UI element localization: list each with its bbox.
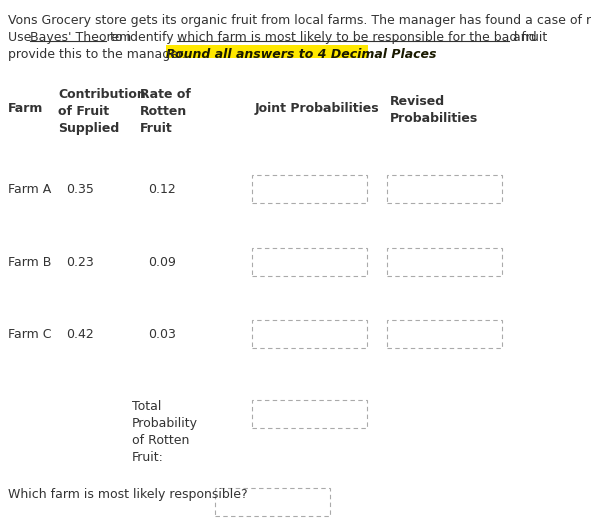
Text: 0.03: 0.03: [148, 328, 176, 341]
Bar: [252, 320, 367, 348]
Text: Revised
Probabilities: Revised Probabilities: [390, 95, 478, 125]
Text: and: and: [509, 31, 537, 44]
Text: Bayes' Theorem: Bayes' Theorem: [30, 31, 131, 44]
Text: Which farm is most likely responsible?: Which farm is most likely responsible?: [8, 488, 248, 501]
Bar: [387, 320, 502, 348]
Bar: [252, 175, 367, 203]
Bar: [387, 248, 502, 276]
Text: which farm is most likely to be responsible for the bad fruit: which farm is most likely to be responsi…: [177, 31, 547, 44]
Text: 0.12: 0.12: [148, 183, 176, 196]
Text: Contribution
of Fruit
Supplied: Contribution of Fruit Supplied: [58, 88, 146, 135]
Bar: [387, 175, 502, 203]
Text: Round all answers to 4 Decimal Places: Round all answers to 4 Decimal Places: [166, 48, 437, 61]
Text: Use: Use: [8, 31, 35, 44]
Bar: [252, 248, 367, 276]
Text: to identify: to identify: [106, 31, 178, 44]
Text: Vons Grocery store gets its organic fruit from local farms. The manager has foun: Vons Grocery store gets its organic frui…: [8, 14, 591, 27]
Text: Farm: Farm: [8, 102, 43, 115]
Text: Farm B: Farm B: [8, 256, 51, 269]
Text: Total
Probability
of Rotten
Fruit:: Total Probability of Rotten Fruit:: [132, 400, 198, 464]
Text: 0.23: 0.23: [66, 256, 94, 269]
Text: 0.35: 0.35: [66, 183, 94, 196]
Bar: [166, 45, 368, 58]
Text: 0.09: 0.09: [148, 256, 176, 269]
Text: Farm C: Farm C: [8, 328, 51, 341]
Text: Farm A: Farm A: [8, 183, 51, 196]
Bar: [215, 488, 330, 516]
Text: 0.42: 0.42: [66, 328, 94, 341]
Text: Rate of
Rotten
Fruit: Rate of Rotten Fruit: [140, 88, 191, 135]
Text: Joint Probabilities: Joint Probabilities: [255, 102, 379, 115]
Bar: [252, 400, 367, 428]
Text: provide this to the manager.: provide this to the manager.: [8, 48, 190, 61]
